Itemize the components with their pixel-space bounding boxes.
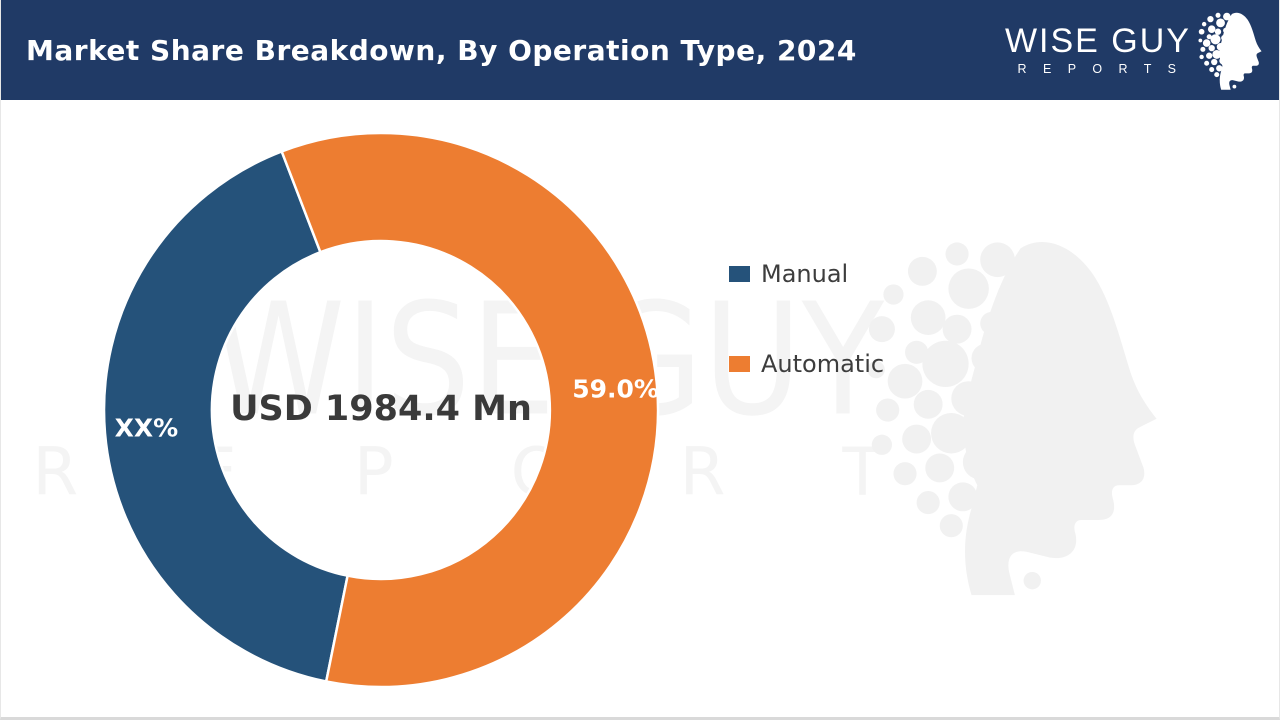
header-bar: Market Share Breakdown, By Operation Typ… [1, 0, 1279, 100]
donut-chart: XX% 59.0% [102, 131, 660, 689]
legend-swatch-automatic [729, 356, 750, 372]
donut-slice-manual [102, 150, 349, 683]
page-title: Market Share Breakdown, By Operation Typ… [26, 33, 857, 67]
slice-label-manual: XX% [115, 414, 179, 443]
donut-slice-automatic [280, 131, 660, 689]
brand-head-icon [1198, 12, 1262, 90]
legend-item-manual: Manual [729, 261, 884, 287]
brand-logo-text: WISE GUY R E P O R T S [1005, 24, 1191, 76]
legend-label-manual: Manual [761, 260, 849, 288]
legend-item-automatic: Automatic [729, 351, 884, 377]
brand-subtitle: R E P O R T S [1017, 62, 1183, 77]
slice-label-automatic: 59.0% [572, 374, 659, 403]
legend-swatch-manual [729, 266, 750, 282]
donut-center-value: USD 1984.4 Mn [230, 389, 532, 429]
chart-legend: Manual Automatic [729, 261, 884, 377]
brand-name: WISE GUY [1004, 22, 1191, 61]
legend-label-automatic: Automatic [761, 350, 885, 378]
watermark-head-logo [867, 241, 1157, 596]
brand-logo: WISE GUY R E P O R T S [1005, 9, 1265, 91]
